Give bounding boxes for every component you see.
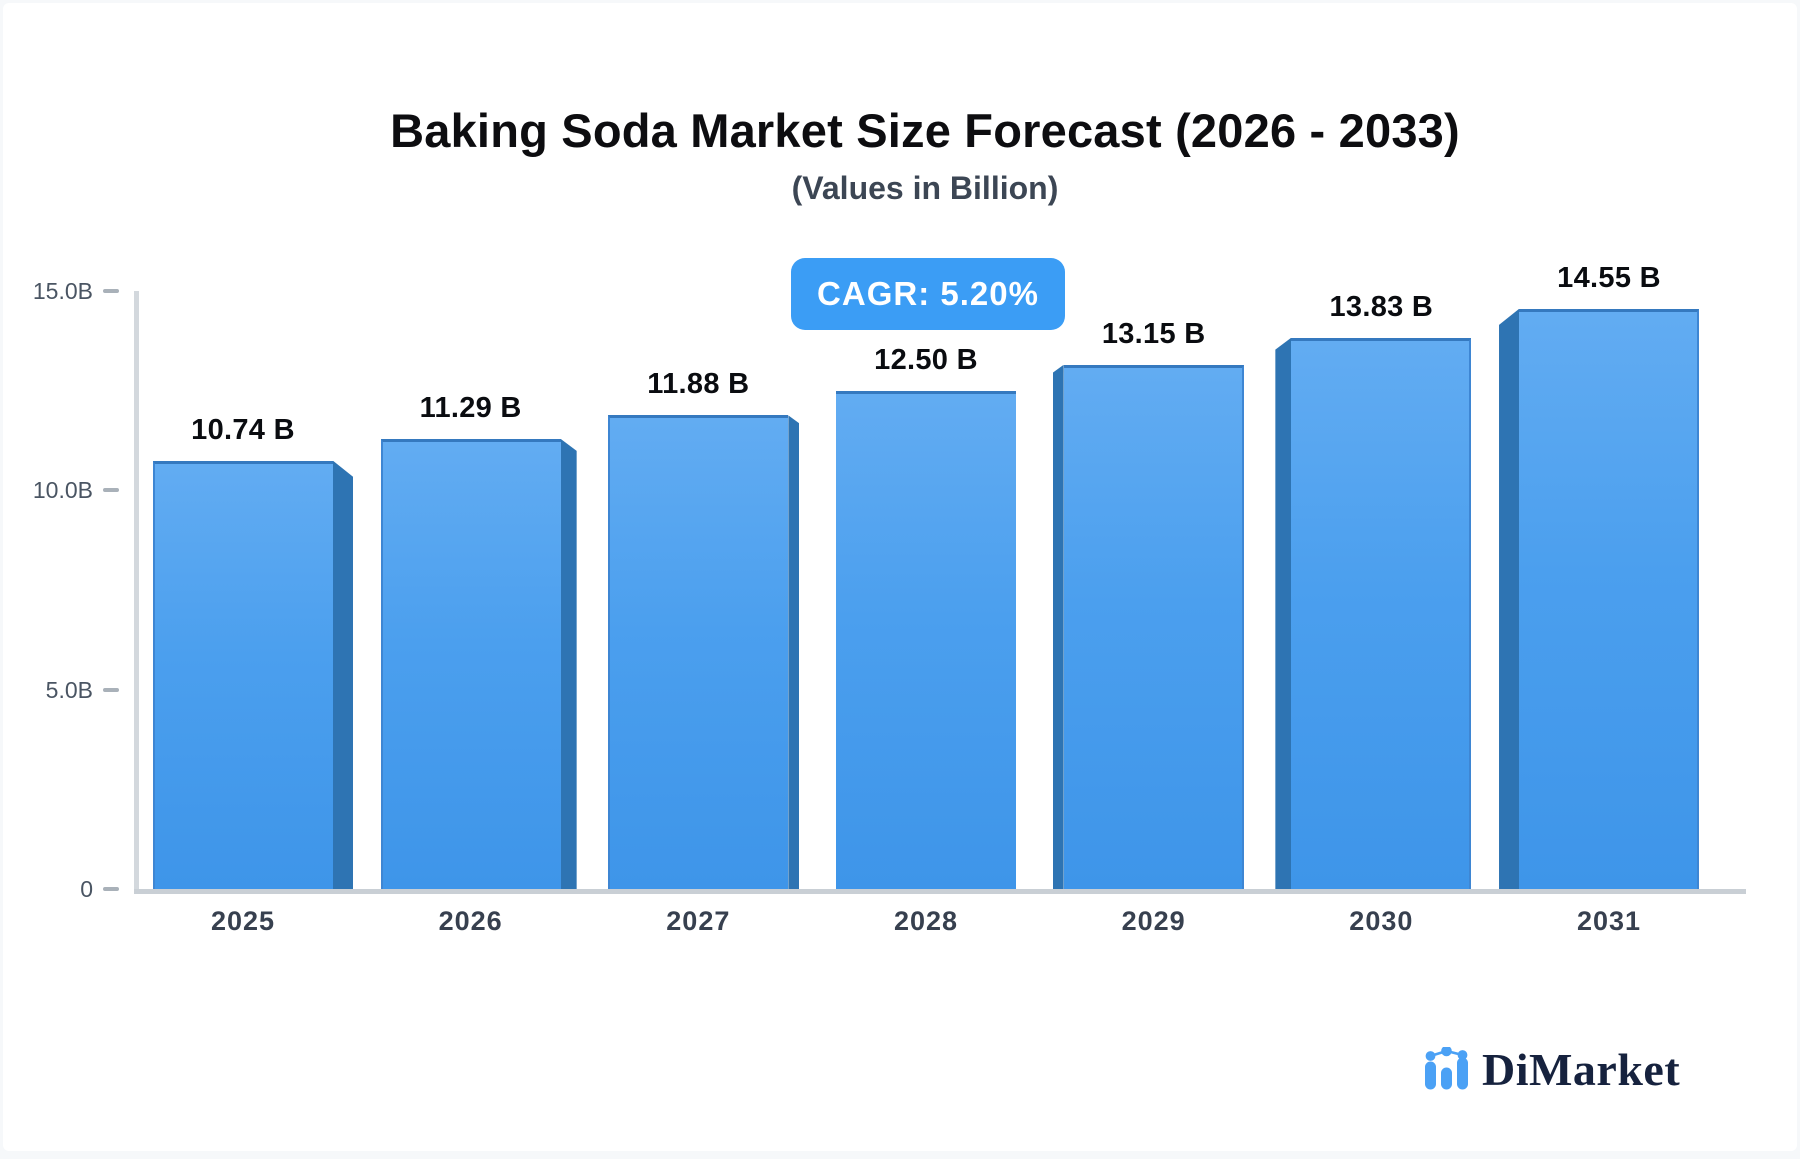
- bar-side-face: [560, 438, 577, 889]
- chart-card: Baking Soda Market Size Forecast (2026 -…: [3, 3, 1797, 1151]
- y-axis-tick: [103, 887, 119, 891]
- y-axis-tick: [103, 288, 119, 293]
- bar: [153, 460, 333, 889]
- bar-value-label: 14.55 B: [1557, 261, 1661, 294]
- chart-title: Baking Soda Market Size Forecast (2026 -…: [390, 104, 1460, 157]
- brand-logo-text: DiMarket: [1482, 1043, 1681, 1095]
- y-axis-tick: [103, 687, 119, 692]
- y-axis-label: 10.0B: [32, 477, 93, 504]
- y-axis-line: [134, 291, 139, 892]
- bar-value-label: 11.88 B: [647, 368, 750, 401]
- bar-value-label: 13.83 B: [1329, 290, 1434, 323]
- x-axis-label: 2025: [210, 906, 276, 936]
- x-axis-label: 2030: [1349, 906, 1414, 936]
- x-axis-label: 2028: [893, 906, 959, 936]
- bar: [836, 390, 1016, 889]
- x-axis-label: 2027: [666, 906, 731, 936]
- mini-bar-line-chart-icon: [1425, 1047, 1468, 1090]
- bar-value-label: 13.15 B: [1101, 317, 1206, 350]
- bar-value-label: 12.50 B: [874, 343, 978, 376]
- bar: [1291, 337, 1472, 889]
- bar: [1519, 308, 1700, 889]
- x-axis-baseline: [134, 889, 1746, 894]
- brand-logo: DiMarket: [1424, 1043, 1680, 1095]
- bar-side-face: [333, 460, 353, 889]
- bar: [608, 415, 789, 889]
- bar: [1063, 364, 1244, 889]
- cagr-badge: CAGR: 5.20%: [791, 258, 1065, 330]
- x-axis-label: 2031: [1576, 906, 1642, 936]
- x-axis-label: 2026: [438, 906, 503, 936]
- bar-value-label: 10.74 B: [191, 413, 295, 446]
- bar-side-face: [1499, 308, 1520, 889]
- y-axis-label: 5.0B: [45, 676, 93, 703]
- cagr-badge-label: CAGR: 5.20%: [817, 275, 1039, 312]
- y-axis-label: 0: [80, 876, 93, 902]
- bar-side-face: [788, 415, 800, 889]
- bar-side-face: [1275, 337, 1292, 889]
- chart-subtitle: (Values in Billion): [791, 170, 1059, 206]
- bar-side-face: [1052, 364, 1064, 889]
- bar-value-label: 11.29 B: [419, 391, 522, 424]
- x-axis-label: 2029: [1121, 906, 1186, 936]
- y-axis-label: 15.0B: [32, 277, 93, 304]
- y-axis-tick: [103, 488, 119, 493]
- plot-area: 0 5.0B 10.0B 15.0B 10.74 B 2025 11.29 B 2026 11.…: [3, 3, 1800, 1159]
- bar: [380, 438, 561, 889]
